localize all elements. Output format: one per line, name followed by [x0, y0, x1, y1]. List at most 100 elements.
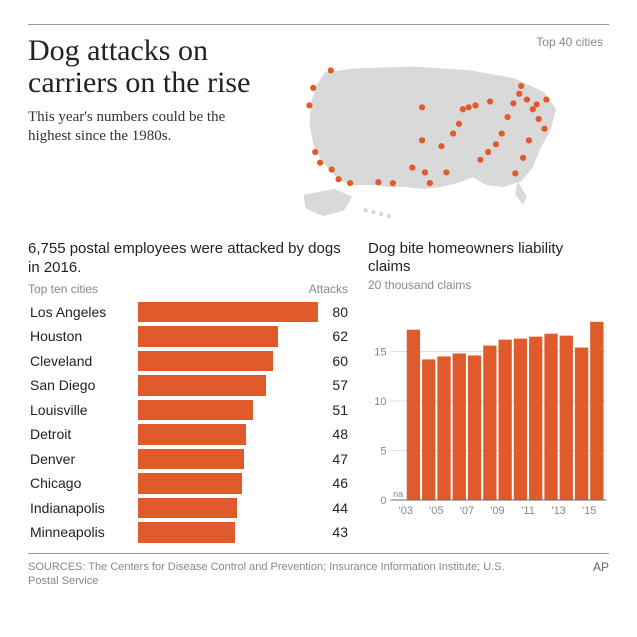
bar-fill — [138, 326, 278, 347]
bar-value: 62 — [332, 324, 348, 349]
map-city-dot — [422, 169, 428, 175]
map-city-dot — [520, 155, 526, 161]
svg-text:0: 0 — [380, 495, 386, 507]
svg-text:'07: '07 — [460, 505, 474, 517]
map-city-dot — [419, 104, 425, 110]
claims-bar — [590, 322, 603, 500]
col-cities: Top ten cities — [28, 282, 98, 296]
svg-text:'15: '15 — [582, 505, 596, 517]
bar-chart-title: 6,755 postal employees were attacked by … — [28, 240, 348, 278]
bar-value: 57 — [332, 373, 348, 398]
bar-fill — [138, 449, 244, 470]
bar-city-label: Indianapolis — [28, 496, 105, 521]
map-city-dot — [460, 106, 466, 112]
map-city-dot — [518, 83, 524, 89]
bar-value: 80 — [332, 300, 348, 325]
bar-city-label: Minneapolis — [28, 520, 105, 545]
map-label: Top 40 cities — [274, 35, 609, 49]
map-city-dot — [329, 166, 335, 172]
claims-bar — [529, 337, 542, 500]
claims-bar — [544, 334, 557, 500]
bar-city-label: Detroit — [28, 422, 71, 447]
bar-row: Louisville51 — [28, 398, 348, 423]
map-city-dot — [456, 121, 462, 127]
bar-city-label: San Diego — [28, 373, 95, 398]
map-city-dot — [504, 114, 510, 120]
bar-row: Indianapolis 44 — [28, 496, 348, 521]
map-city-dot — [347, 180, 353, 186]
sources-row: SOURCES: The Centers for Disease Control… — [28, 560, 609, 589]
claims-bar — [422, 359, 435, 500]
map-city-dot — [541, 126, 547, 132]
bar-chart-block: 6,755 postal employees were attacked by … — [28, 240, 348, 545]
bar-chart-area: Los Angeles80Houston62Cleveland60San Die… — [28, 300, 348, 545]
bar-value: 44 — [332, 496, 348, 521]
bar-row: Detroit48 — [28, 422, 348, 447]
bar-row: San Diego 57 — [28, 373, 348, 398]
claims-svg: 051015na'03'05'07'09'11'13'15 — [368, 298, 609, 518]
map-block: Top 40 cities — [274, 35, 609, 226]
bottom-row: 6,755 postal employees were attacked by … — [28, 240, 609, 545]
bar-row: Cleveland 60 — [28, 349, 348, 374]
bar-city-label: Cleveland — [28, 349, 92, 374]
claims-bar — [468, 355, 481, 500]
map-city-dot — [510, 100, 516, 106]
bar-value: 46 — [332, 471, 348, 496]
claims-bar — [499, 340, 512, 500]
bar-city-label: Los Angeles — [28, 300, 106, 325]
bar-fill — [138, 400, 253, 421]
bar-row: Chicago46 — [28, 471, 348, 496]
map-city-dot — [487, 98, 493, 104]
map-city-dot — [493, 141, 499, 147]
svg-text:'13: '13 — [551, 505, 565, 517]
claims-bar — [575, 348, 588, 500]
bar-value: 60 — [332, 349, 348, 374]
claims-bar — [514, 339, 527, 500]
bar-fill — [138, 522, 235, 543]
map-city-dot — [534, 101, 540, 107]
claims-sub: 20 thousand claims — [368, 278, 609, 292]
bar-fill — [138, 351, 273, 372]
map-city-dot — [438, 143, 444, 149]
col-attacks: Attacks — [309, 282, 348, 296]
bottom-rule — [28, 553, 609, 554]
us-map — [274, 51, 609, 221]
bar-fill — [138, 498, 237, 519]
map-city-dot — [536, 116, 542, 122]
bar-city-label: Louisville — [28, 398, 88, 423]
map-city-dot — [419, 137, 425, 143]
bar-row: Houston62 — [28, 324, 348, 349]
svg-text:10: 10 — [374, 396, 386, 408]
map-city-dot — [466, 104, 472, 110]
map-city-dot — [530, 106, 536, 112]
headline-block: Dog attacks on carriers on the rise This… — [28, 35, 258, 226]
map-city-dot — [516, 91, 522, 97]
map-city-dot — [310, 85, 316, 91]
map-city-dot — [543, 96, 549, 102]
bar-column-headers: Top ten cities Attacks — [28, 282, 348, 296]
map-city-dot — [427, 180, 433, 186]
svg-text:na: na — [393, 489, 403, 499]
map-city-dot — [472, 102, 478, 108]
map-city-dot — [512, 170, 518, 176]
map-city-dot — [477, 157, 483, 163]
map-city-dot — [312, 149, 318, 155]
map-city-dot — [375, 179, 381, 185]
map-city-dot — [317, 160, 323, 166]
map-city-dot — [335, 176, 341, 182]
claims-bar — [453, 353, 466, 500]
map-city-dot — [526, 137, 532, 143]
credit: AP — [593, 560, 609, 574]
bar-row: Denver47 — [28, 447, 348, 472]
map-city-dot — [443, 169, 449, 175]
svg-text:'09: '09 — [490, 505, 504, 517]
claims-bar — [483, 346, 496, 500]
claims-chart: 051015na'03'05'07'09'11'13'15 — [368, 298, 609, 518]
map-city-dot — [390, 180, 396, 186]
top-rule — [28, 24, 609, 25]
claims-bar — [560, 336, 573, 500]
top-row: Dog attacks on carriers on the rise This… — [28, 35, 609, 226]
bar-fill — [138, 424, 246, 445]
bar-value: 43 — [332, 520, 348, 545]
bar-fill — [138, 302, 318, 323]
